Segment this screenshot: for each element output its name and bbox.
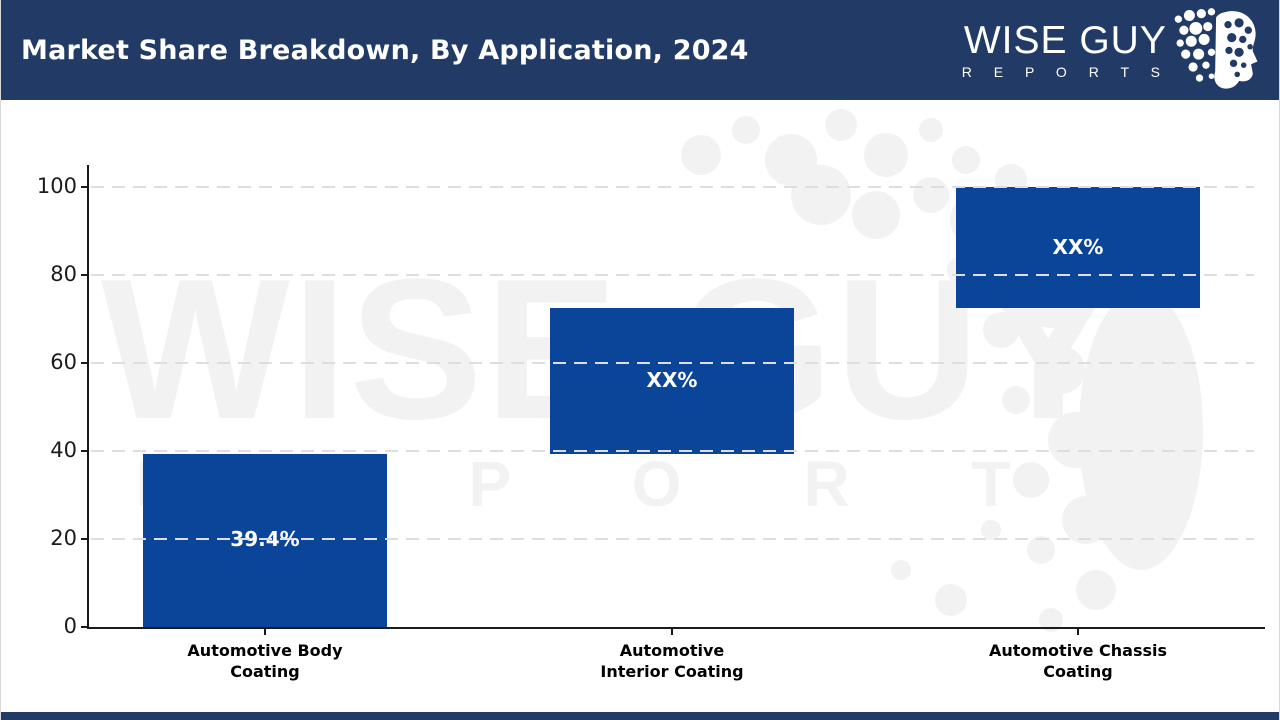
x-axis-label-line: Coating: [230, 662, 300, 681]
bar-segment: XX%: [956, 187, 1200, 308]
y-tick-label: 40: [50, 438, 77, 462]
bar-segment: XX%: [550, 308, 794, 454]
chart-area: WISE GUY R E P O R T S 0 20 40 60 80 100 39.4%…: [1, 100, 1279, 720]
y-tick: [81, 362, 88, 364]
y-tick: [81, 274, 88, 276]
y-tick: [81, 626, 88, 628]
x-axis-label-line: Automotive Chassis: [988, 641, 1168, 660]
gridline: [91, 538, 1254, 540]
logo-head-icon: [1174, 8, 1258, 89]
header: Market Share Breakdown, By Application, …: [1, 0, 1279, 100]
x-tick: [671, 629, 673, 635]
x-axis-label-line: Interior Coating: [600, 662, 744, 681]
brand-logo: WISE GUY R E P O R T S: [962, 6, 1263, 94]
bar-value-label: XX%: [1052, 234, 1104, 259]
x-tick: [1077, 629, 1079, 635]
y-tick-label: 60: [50, 350, 77, 374]
brand-logo-text: WISE GUY R E P O R T S: [962, 21, 1169, 79]
footer-bar: [1, 712, 1279, 720]
gridline: [91, 186, 1254, 188]
y-tick-label: 0: [63, 614, 77, 638]
x-axis-label: Automotive Chassis Coating: [908, 640, 1248, 682]
gridline: [91, 362, 1254, 364]
bar-segment: 39.4%: [143, 453, 387, 627]
brand-logo-reports: R E P O R T S: [961, 64, 1169, 80]
brand-logo-wiseguy: WISE GUY: [963, 19, 1167, 62]
y-tick: [81, 450, 88, 452]
x-axis-label: Automotive Body Coating: [95, 640, 435, 682]
y-tick: [81, 186, 88, 188]
gridline: [91, 450, 1254, 452]
x-axis-line: [87, 627, 1265, 629]
x-axis-label: Automotive Interior Coating: [502, 640, 842, 682]
bar-value-label: XX%: [646, 367, 698, 392]
y-tick: [81, 538, 88, 540]
x-axis-label-line: Coating: [1043, 662, 1113, 681]
x-axis-label-line: Automotive Body: [187, 641, 343, 660]
plot-area: 0 20 40 60 80 100 39.4% XX% XX% Automotive Body Co…: [1, 100, 1279, 720]
x-axis-label-line: Automotive: [619, 641, 725, 660]
y-axis-line: [87, 165, 89, 629]
chart-title: Market Share Breakdown, By Application, …: [21, 34, 749, 66]
x-tick: [264, 629, 266, 635]
y-tick-label: 80: [50, 262, 77, 286]
y-tick-label: 100: [36, 174, 77, 198]
gridline: [91, 274, 1254, 276]
y-tick-label: 20: [50, 526, 77, 550]
